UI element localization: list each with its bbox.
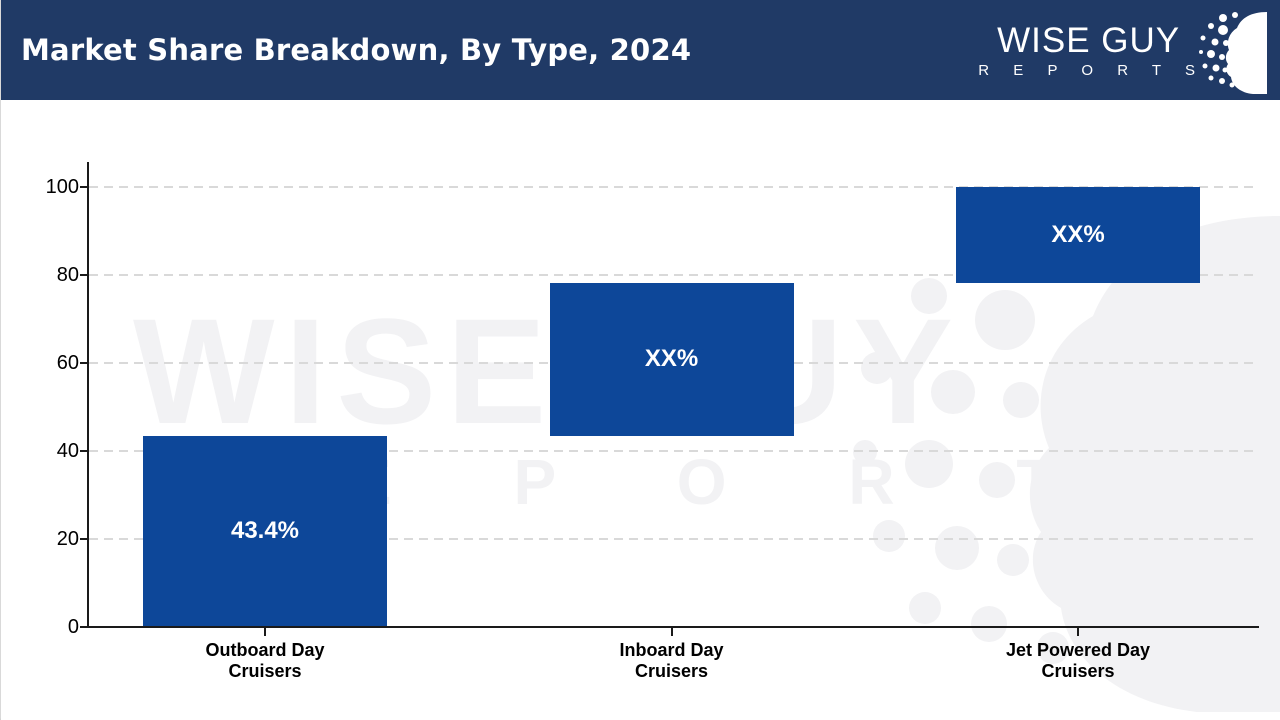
x-category-line: Cruisers xyxy=(228,661,302,681)
gridline xyxy=(89,537,1259,540)
x-tick-mark xyxy=(1077,628,1079,636)
y-tick-label: 0 xyxy=(67,615,79,638)
y-tick-label: 80 xyxy=(56,263,79,286)
logo-text: WISE GUY R E P O R T S xyxy=(972,22,1205,80)
wise-guy-reports-logo: WISE GUY R E P O R T S xyxy=(978,6,1267,94)
header-bar: Market Share Breakdown, By Type, 2024 WI… xyxy=(1,0,1280,100)
y-tick-mark xyxy=(80,273,88,276)
x-category-line: Cruisers xyxy=(634,661,709,681)
logo-name: WISE GUY xyxy=(997,21,1181,60)
page-title: Market Share Breakdown, By Type, 2024 xyxy=(21,33,692,67)
bar-segment: XX% xyxy=(956,187,1200,283)
x-category-line: Jet Powered Day xyxy=(1005,640,1151,660)
watermark-face-icon xyxy=(853,210,1280,712)
gridline xyxy=(89,185,1259,188)
y-tick-mark xyxy=(80,537,88,540)
x-category-label: Inboard Day Cruisers xyxy=(512,640,832,682)
x-tick-mark xyxy=(670,628,673,636)
y-tick-label: 100 xyxy=(45,175,79,198)
x-category-line: Outboard Day xyxy=(205,640,325,660)
chart-canvas: WISE GUY R E P O R T S 0 20 40 60 80 100 43.4%… xyxy=(1,100,1280,720)
y-tick-mark xyxy=(80,625,88,628)
y-tick-mark xyxy=(80,185,88,188)
x-category-line: Inboard Day xyxy=(619,640,724,660)
x-category-label: Jet Powered Day Cruisers xyxy=(918,640,1238,682)
gridline xyxy=(89,273,1259,276)
y-axis-line xyxy=(87,162,89,628)
x-category-line: Cruisers xyxy=(1041,661,1115,681)
y-tick-mark xyxy=(80,449,88,452)
logo-subtitle: R E P O R T S xyxy=(978,62,1205,79)
x-tick-mark xyxy=(264,628,266,636)
bar-segment: XX% xyxy=(549,282,794,436)
bar-value-label: 43.4% xyxy=(230,517,300,544)
face-profile-icon xyxy=(1199,12,1267,94)
gridline xyxy=(89,449,1259,452)
y-tick-label: 60 xyxy=(56,351,79,374)
y-tick-label: 20 xyxy=(56,527,79,550)
bar-value-label: XX% xyxy=(644,345,699,373)
bar-value-label: XX% xyxy=(1051,221,1105,249)
y-tick-label: 40 xyxy=(56,439,79,462)
bar-segment: 43.4% xyxy=(143,435,387,627)
watermark-text: WISE GUY xyxy=(133,287,964,455)
x-category-label: Outboard Day Cruisers xyxy=(105,640,425,682)
y-tick-mark xyxy=(80,361,88,364)
x-axis-line xyxy=(87,626,1259,628)
